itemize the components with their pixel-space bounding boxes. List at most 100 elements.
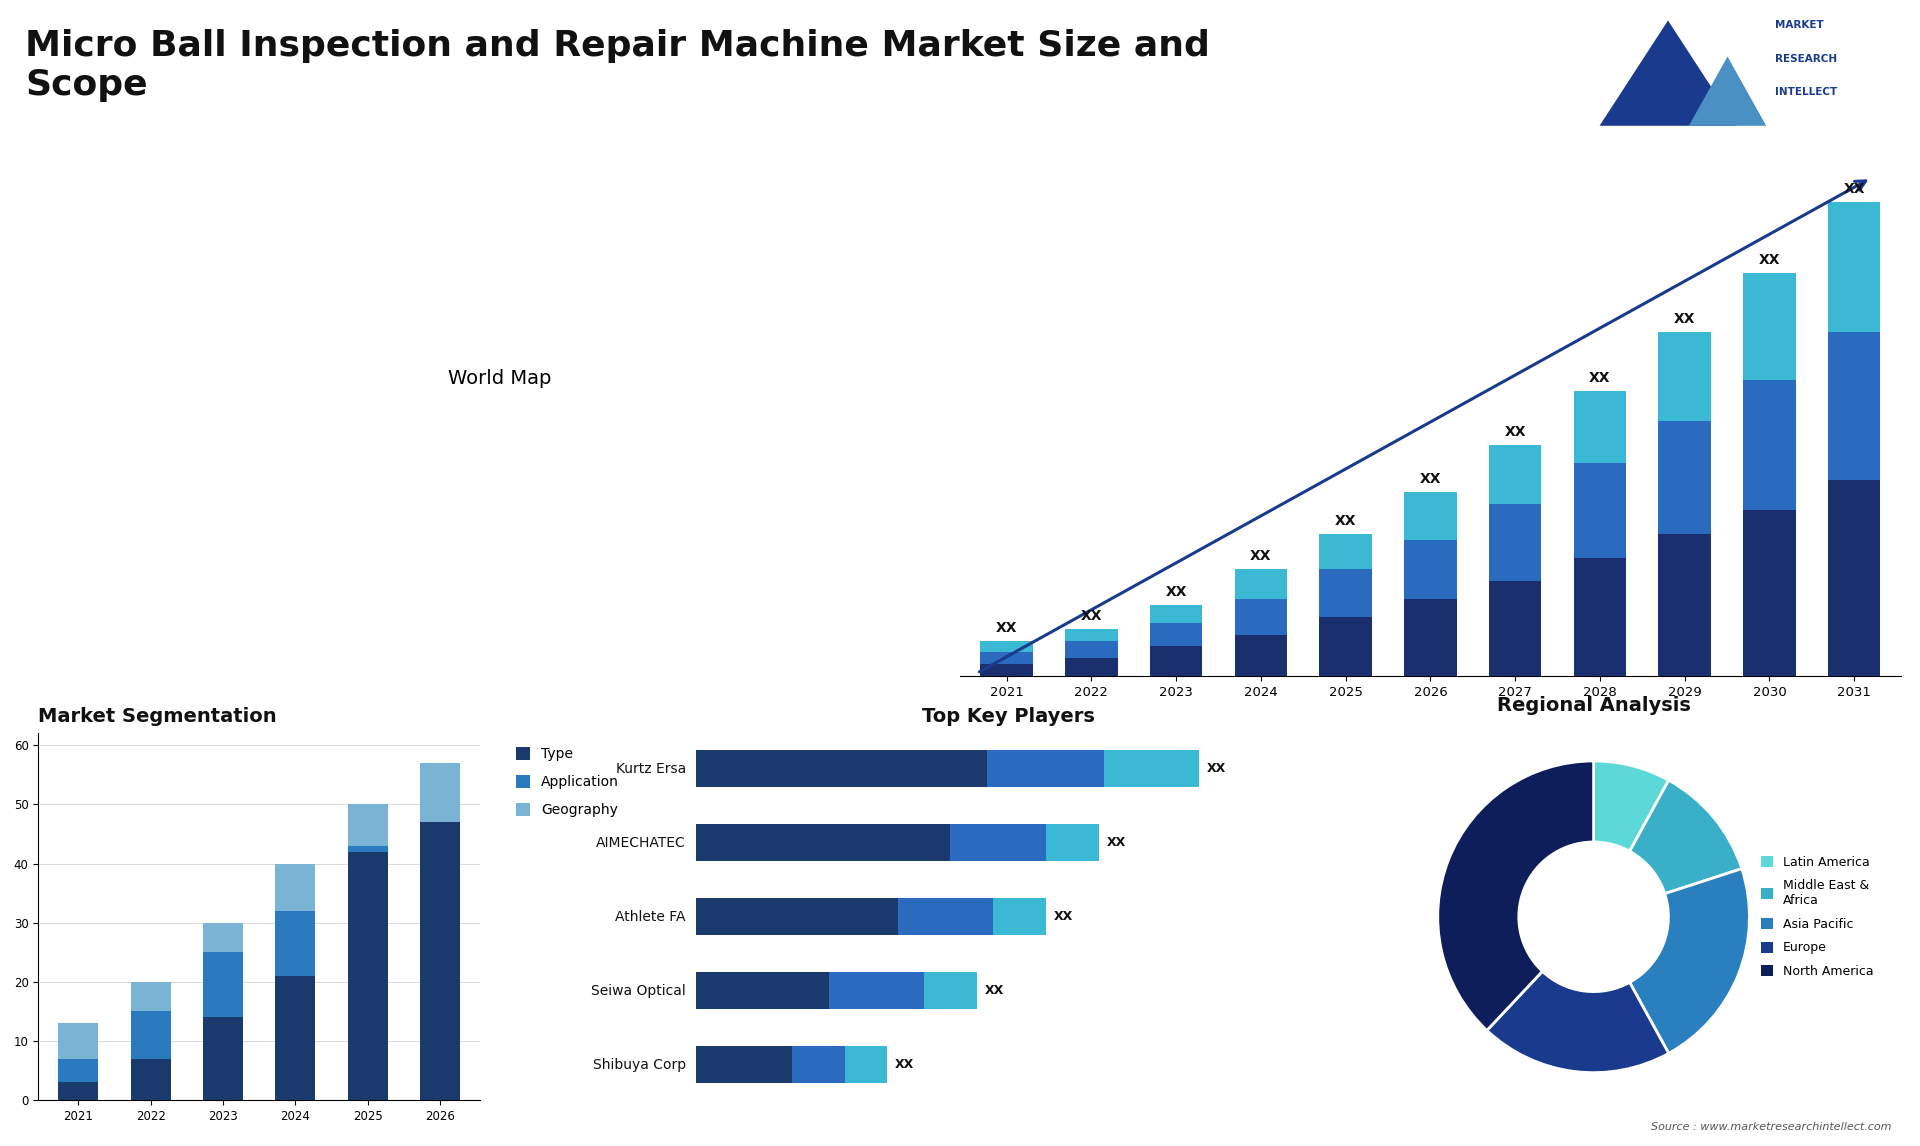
Text: Shibuya Corp: Shibuya Corp bbox=[593, 1058, 685, 1072]
Text: XX: XX bbox=[1419, 472, 1442, 486]
Bar bbox=[987, 751, 1104, 787]
Bar bbox=[131, 1059, 171, 1100]
Bar bbox=[1659, 534, 1711, 676]
Bar bbox=[697, 1046, 791, 1083]
Text: RESEARCH: RESEARCH bbox=[1776, 54, 1837, 63]
Bar bbox=[1828, 332, 1880, 480]
Bar bbox=[1066, 629, 1117, 641]
Bar bbox=[1404, 493, 1457, 540]
Bar bbox=[348, 846, 388, 851]
Bar bbox=[1488, 581, 1542, 676]
Bar bbox=[1150, 646, 1202, 676]
Bar bbox=[275, 864, 315, 911]
Text: MARKET: MARKET bbox=[1776, 21, 1824, 31]
Bar bbox=[204, 1018, 244, 1100]
Bar bbox=[1574, 463, 1626, 557]
Bar bbox=[420, 822, 461, 1100]
Bar bbox=[1150, 622, 1202, 646]
Bar bbox=[1066, 658, 1117, 676]
Wedge shape bbox=[1630, 780, 1741, 894]
Bar bbox=[348, 804, 388, 846]
Bar bbox=[348, 851, 388, 1100]
Text: XX: XX bbox=[1590, 371, 1611, 385]
Bar bbox=[1235, 599, 1286, 635]
Text: XX: XX bbox=[1843, 182, 1864, 196]
Bar bbox=[1828, 480, 1880, 676]
Text: World Map: World Map bbox=[447, 369, 551, 387]
Text: XX: XX bbox=[1674, 312, 1695, 327]
Bar bbox=[1235, 635, 1286, 676]
Bar bbox=[58, 1023, 98, 1059]
Bar bbox=[1574, 557, 1626, 676]
Text: INTELLECT: INTELLECT bbox=[1776, 87, 1837, 96]
Bar bbox=[1319, 534, 1373, 570]
Bar bbox=[1104, 751, 1200, 787]
Bar bbox=[981, 652, 1033, 665]
Text: Kurtz Ersa: Kurtz Ersa bbox=[616, 762, 685, 776]
Bar bbox=[420, 763, 461, 822]
Text: XX: XX bbox=[1759, 253, 1780, 267]
Wedge shape bbox=[1438, 761, 1594, 1030]
Bar bbox=[1659, 332, 1711, 421]
Title: Top Key Players: Top Key Players bbox=[922, 707, 1094, 727]
Bar bbox=[697, 751, 987, 787]
Bar bbox=[924, 972, 977, 1010]
Bar bbox=[829, 972, 924, 1010]
Text: XX: XX bbox=[1250, 549, 1271, 564]
Bar bbox=[981, 641, 1033, 652]
Bar bbox=[697, 898, 897, 935]
Bar bbox=[1659, 421, 1711, 534]
Text: XX: XX bbox=[1505, 425, 1526, 439]
Text: XX: XX bbox=[1106, 837, 1125, 849]
Wedge shape bbox=[1594, 761, 1668, 851]
Bar bbox=[275, 911, 315, 976]
Bar bbox=[1066, 641, 1117, 658]
Bar bbox=[1404, 599, 1457, 676]
Bar bbox=[58, 1083, 98, 1100]
Bar bbox=[981, 665, 1033, 676]
Bar bbox=[697, 824, 950, 862]
Legend: Latin America, Middle East &
Africa, Asia Pacific, Europe, North America: Latin America, Middle East & Africa, Asi… bbox=[1755, 850, 1880, 983]
Text: XX: XX bbox=[996, 621, 1018, 635]
Polygon shape bbox=[1599, 21, 1736, 126]
Text: AIMECHATEC: AIMECHATEC bbox=[595, 835, 685, 849]
Bar bbox=[204, 923, 244, 952]
Text: XX: XX bbox=[985, 984, 1004, 997]
Text: XX: XX bbox=[1165, 584, 1187, 599]
Text: Seiwa Optical: Seiwa Optical bbox=[591, 984, 685, 998]
Bar bbox=[1574, 392, 1626, 463]
Bar bbox=[1828, 202, 1880, 332]
Text: Market Segmentation: Market Segmentation bbox=[38, 707, 276, 727]
Text: Source : www.marketresearchintellect.com: Source : www.marketresearchintellect.com bbox=[1651, 1122, 1891, 1132]
Title: Regional Analysis: Regional Analysis bbox=[1498, 696, 1690, 715]
Text: XX: XX bbox=[1081, 609, 1102, 622]
Text: Micro Ball Inspection and Repair Machine Market Size and
Scope: Micro Ball Inspection and Repair Machine… bbox=[25, 29, 1210, 102]
Bar bbox=[131, 1012, 171, 1059]
Bar bbox=[697, 972, 829, 1010]
Bar bbox=[1404, 540, 1457, 599]
Bar bbox=[791, 1046, 845, 1083]
Bar bbox=[58, 1059, 98, 1083]
Bar bbox=[1046, 824, 1098, 862]
Legend: Type, Application, Geography: Type, Application, Geography bbox=[509, 740, 626, 824]
Bar bbox=[950, 824, 1046, 862]
Bar bbox=[1319, 570, 1373, 617]
Bar bbox=[1235, 570, 1286, 599]
Wedge shape bbox=[1630, 869, 1749, 1053]
Bar bbox=[1743, 273, 1795, 379]
Polygon shape bbox=[1690, 56, 1766, 126]
Text: XX: XX bbox=[1334, 513, 1356, 528]
Bar bbox=[131, 982, 171, 1012]
Bar bbox=[1743, 510, 1795, 676]
Bar bbox=[1488, 445, 1542, 504]
Bar bbox=[993, 898, 1046, 935]
Bar bbox=[1488, 504, 1542, 581]
Wedge shape bbox=[1486, 972, 1668, 1073]
Bar bbox=[1319, 617, 1373, 676]
Text: XX: XX bbox=[1208, 762, 1227, 775]
Bar bbox=[204, 952, 244, 1018]
Text: XX: XX bbox=[895, 1059, 914, 1072]
Bar bbox=[845, 1046, 887, 1083]
Text: Athlete FA: Athlete FA bbox=[616, 910, 685, 924]
Bar bbox=[897, 898, 993, 935]
